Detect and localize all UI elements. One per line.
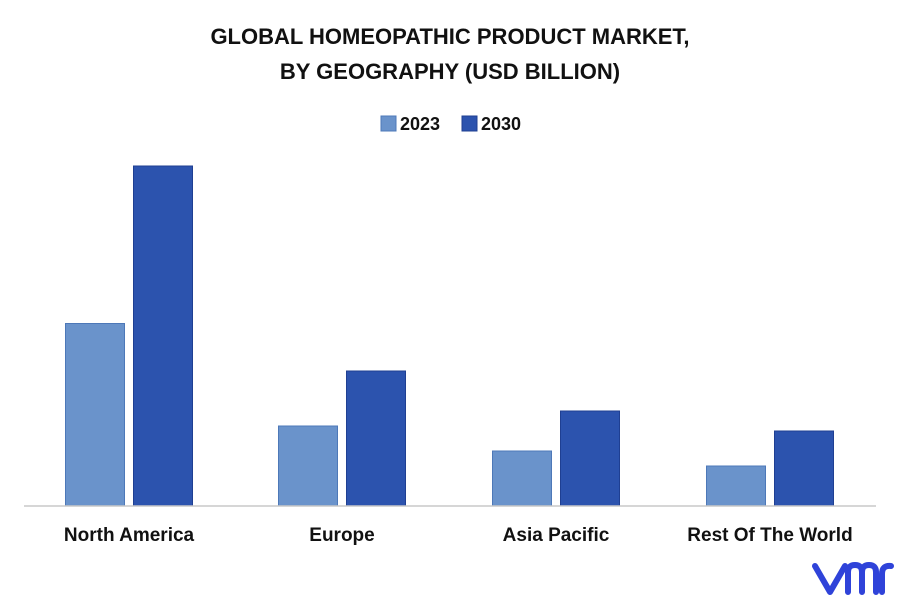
- bar-north-america-2030: [133, 165, 193, 507]
- legend-label-2023: 2023: [400, 114, 440, 134]
- chart-title-line-1: GLOBAL HOMEOPATHIC PRODUCT MARKET,: [210, 24, 689, 49]
- category-label-europe: Europe: [309, 525, 374, 546]
- logo-letter-m: [845, 562, 879, 595]
- legend-swatch-2030: [461, 115, 478, 132]
- logo-letter-r: [879, 562, 894, 595]
- chart-title-line-2: BY GEOGRAPHY (USD BILLION): [280, 59, 620, 84]
- legend-swatch-2023: [380, 115, 397, 132]
- logo-letter-v: [812, 563, 848, 595]
- bar-group: [65, 165, 834, 507]
- bar-europe-2030: [346, 370, 406, 507]
- category-labels: North America Europe Asia Pacific Rest O…: [64, 525, 853, 546]
- category-label-asia-pacific: Asia Pacific: [503, 525, 610, 546]
- bar-rest-of-the-world-2023: [706, 465, 766, 507]
- category-label-rest-of-the-world: Rest Of The World: [687, 525, 852, 546]
- chart-legend: 2023 2030: [380, 114, 521, 134]
- bar-asia-pacific-2030: [560, 410, 620, 507]
- legend-label-2030: 2030: [481, 114, 521, 134]
- bar-asia-pacific-2023: [492, 450, 552, 507]
- bar-europe-2023: [278, 425, 338, 507]
- bar-rest-of-the-world-2030: [774, 430, 834, 507]
- bar-north-america-2023: [65, 323, 125, 507]
- vmr-logo: [812, 562, 894, 595]
- category-label-north-america: North America: [64, 525, 195, 546]
